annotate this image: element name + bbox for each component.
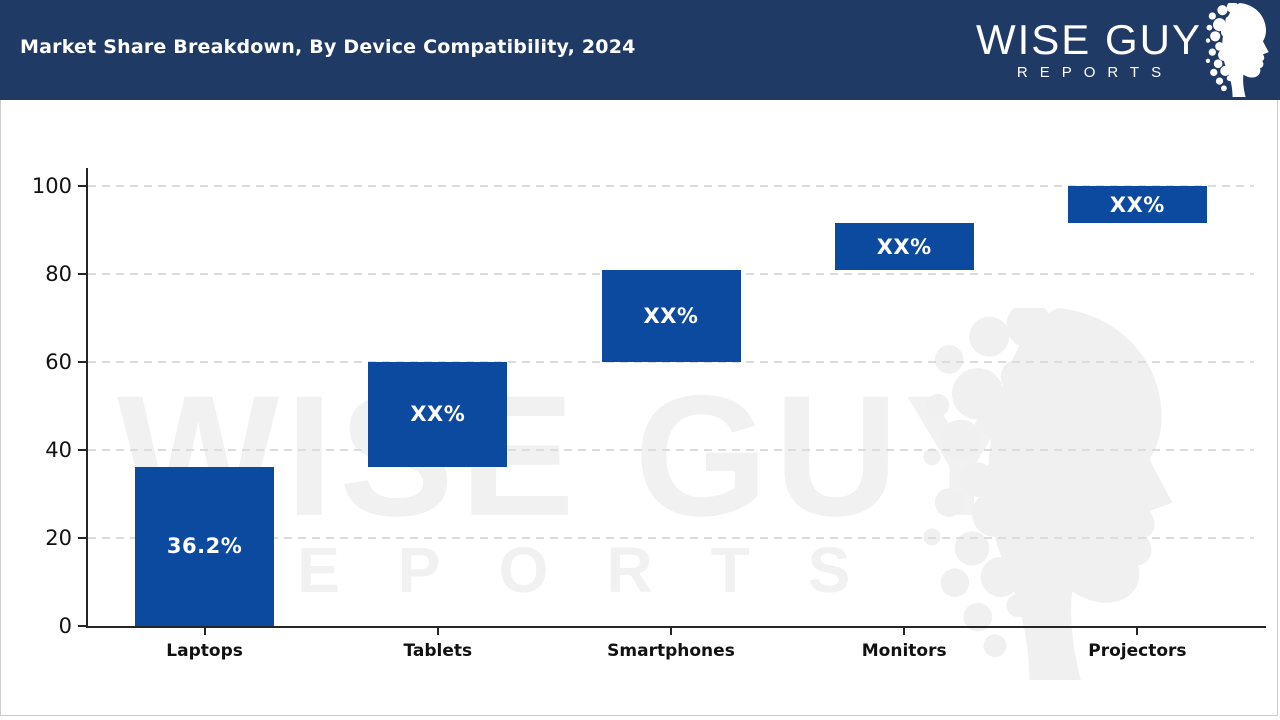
x-axis-label-laptops: Laptops bbox=[166, 641, 243, 661]
bar-value-label-tablets: XX% bbox=[410, 402, 466, 427]
x-tick-mark-smartphones bbox=[670, 628, 672, 635]
y-tick-mark-40 bbox=[78, 449, 86, 451]
chart-title: Market Share Breakdown, By Device Compat… bbox=[20, 36, 636, 58]
x-axis-label-projectors: Projectors bbox=[1088, 641, 1187, 661]
y-tick-label-40: 40 bbox=[45, 438, 72, 462]
y-tick-mark-20 bbox=[78, 537, 86, 539]
x-tick-mark-tablets bbox=[436, 628, 439, 635]
bar-value-label-projectors: XX% bbox=[1109, 192, 1165, 217]
header-bar: Market Share Breakdown, By Device Compat… bbox=[0, 0, 1280, 100]
x-axis-label-tablets: Tablets bbox=[403, 641, 473, 661]
bar-laptops: 36.2% bbox=[135, 466, 275, 626]
gridline-100 bbox=[88, 185, 1254, 187]
y-tick-label-100: 100 bbox=[31, 174, 72, 198]
brand-name: WISE GUY bbox=[975, 16, 1202, 63]
y-tick-label-20: 20 bbox=[45, 526, 72, 550]
brand-logo: WISE GUY REPORTS bbox=[976, 0, 1272, 100]
bar-tablets: XX% bbox=[368, 362, 508, 467]
y-tick-mark-80 bbox=[78, 273, 86, 275]
bar-projectors: XX% bbox=[1067, 186, 1207, 224]
watermark-text-2: REPORTS bbox=[193, 534, 909, 606]
y-tick-mark-100 bbox=[78, 185, 86, 187]
y-tick-label-80: 80 bbox=[45, 262, 72, 286]
x-tick-mark-monitors bbox=[903, 628, 906, 635]
y-tick-label-0: 0 bbox=[58, 614, 72, 638]
x-tick-mark-laptops bbox=[203, 628, 206, 635]
bar-monitors: XX% bbox=[834, 223, 974, 270]
gridline-20 bbox=[88, 537, 1254, 539]
x-axis-label-smartphones: Smartphones bbox=[607, 641, 735, 661]
bar-value-label-smartphones: XX% bbox=[643, 303, 699, 328]
y-tick-mark-60 bbox=[78, 361, 86, 363]
bar-smartphones: XX% bbox=[601, 269, 741, 362]
x-axis-label-monitors: Monitors bbox=[861, 641, 947, 661]
y-tick-mark-0 bbox=[78, 625, 86, 627]
y-tick-label-60: 60 bbox=[45, 350, 72, 374]
plot-area: 36.2% XX% XX% XX% XX% bbox=[88, 185, 1254, 626]
brand-logo-text: WISE GUY REPORTS bbox=[975, 16, 1202, 82]
gridline-60 bbox=[88, 361, 1254, 363]
bar-value-label-monitors: XX% bbox=[876, 234, 932, 259]
bar-value-label-laptops: 36.2% bbox=[166, 534, 243, 559]
x-tick-mark-projectors bbox=[1136, 628, 1139, 635]
brand-face-icon bbox=[1205, 3, 1269, 97]
x-axis-line bbox=[86, 626, 1266, 628]
brand-subtitle: REPORTS bbox=[1016, 64, 1174, 81]
y-axis-line bbox=[86, 168, 88, 628]
gridline-40 bbox=[88, 449, 1254, 451]
